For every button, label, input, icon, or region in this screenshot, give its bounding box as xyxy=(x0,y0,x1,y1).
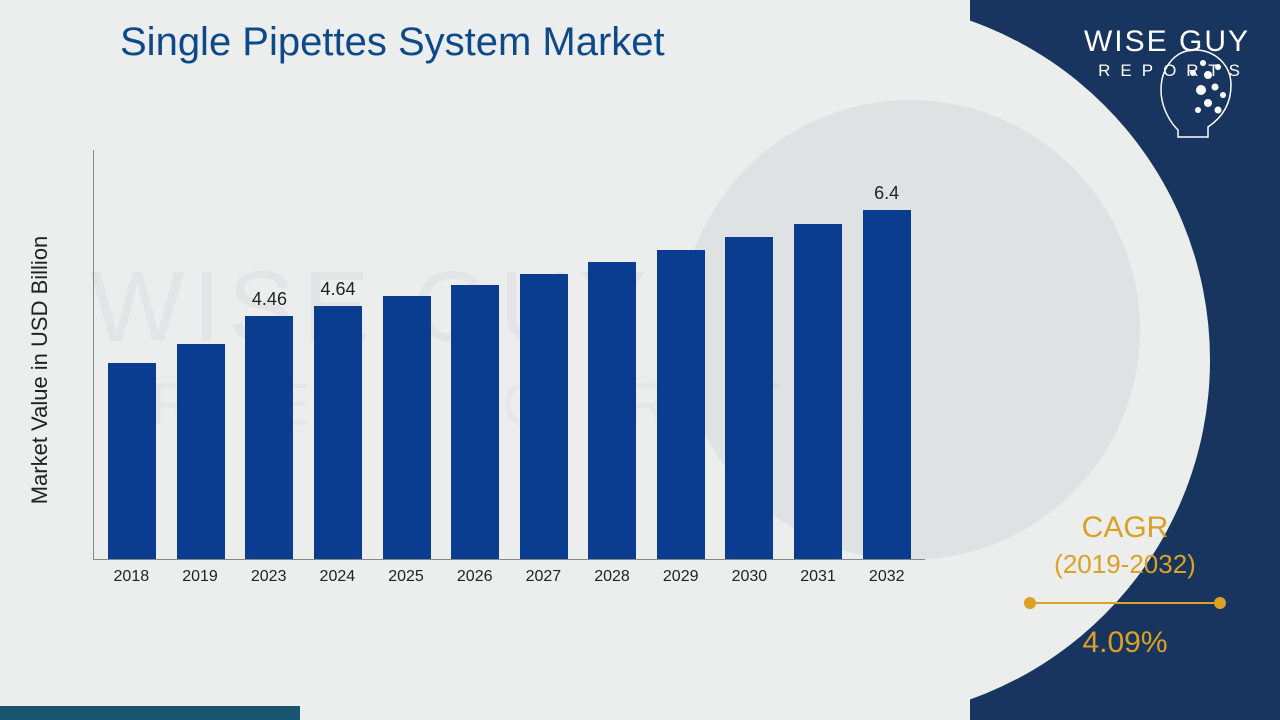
cagr-value: 4.09% xyxy=(1000,626,1250,660)
bar xyxy=(863,210,911,559)
bar-value-label: 4.64 xyxy=(321,279,356,300)
chart-title: Single Pipettes System Market xyxy=(120,20,665,65)
brand-logo: WISE GUY REPORTS xyxy=(1084,25,1250,81)
bar xyxy=(520,274,568,559)
bar-wrap xyxy=(441,150,510,559)
bar xyxy=(383,296,431,559)
bar-value-label: 4.46 xyxy=(252,289,287,310)
bar-wrap xyxy=(98,150,167,559)
x-tick-label: 2029 xyxy=(646,562,715,590)
bar-wrap xyxy=(578,150,647,559)
bar xyxy=(657,250,705,559)
bars-container: 4.46 4.64 6.4 xyxy=(94,150,925,559)
plot-area: 4.46 4.64 6.4 xyxy=(93,150,925,560)
bar xyxy=(314,306,362,559)
cagr-label: CAGR xyxy=(1000,511,1250,545)
bar-value-label: 6.4 xyxy=(874,183,899,204)
x-tick-label: 2027 xyxy=(509,562,578,590)
bar xyxy=(108,363,156,559)
bar-wrap xyxy=(647,150,716,559)
x-axis-labels: 2018201920232024202520262027202820292030… xyxy=(93,562,925,590)
x-tick-label: 2030 xyxy=(715,562,784,590)
x-tick-label: 2026 xyxy=(440,562,509,590)
bar-wrap xyxy=(715,150,784,559)
bar-wrap xyxy=(784,150,853,559)
bar xyxy=(588,262,636,559)
bar-wrap xyxy=(509,150,578,559)
x-tick-label: 2031 xyxy=(784,562,853,590)
bar xyxy=(725,237,773,559)
x-tick-label: 2019 xyxy=(166,562,235,590)
bar-wrap xyxy=(167,150,236,559)
head-icon xyxy=(1153,45,1238,140)
bar xyxy=(245,316,293,559)
bar-wrap xyxy=(372,150,441,559)
y-axis-label: Market Value in USD Billion xyxy=(27,236,53,505)
x-tick-label: 2018 xyxy=(97,562,166,590)
bar-wrap: 4.64 xyxy=(304,150,373,559)
cagr-divider xyxy=(1030,602,1220,604)
bar xyxy=(451,285,499,559)
bar-chart: Market Value in USD Billion 4.464.646.4 … xyxy=(55,150,925,590)
x-tick-label: 2023 xyxy=(234,562,303,590)
bar-wrap: 4.46 xyxy=(235,150,304,559)
bottom-accent-bar xyxy=(0,706,300,720)
cagr-panel: CAGR (2019-2032) 4.09% xyxy=(1000,511,1250,660)
x-tick-label: 2025 xyxy=(372,562,441,590)
x-tick-label: 2024 xyxy=(303,562,372,590)
bar xyxy=(794,224,842,559)
bar-wrap: 6.4 xyxy=(852,150,921,559)
x-tick-label: 2032 xyxy=(852,562,921,590)
cagr-years: (2019-2032) xyxy=(1000,549,1250,580)
bar xyxy=(177,344,225,559)
x-tick-label: 2028 xyxy=(578,562,647,590)
